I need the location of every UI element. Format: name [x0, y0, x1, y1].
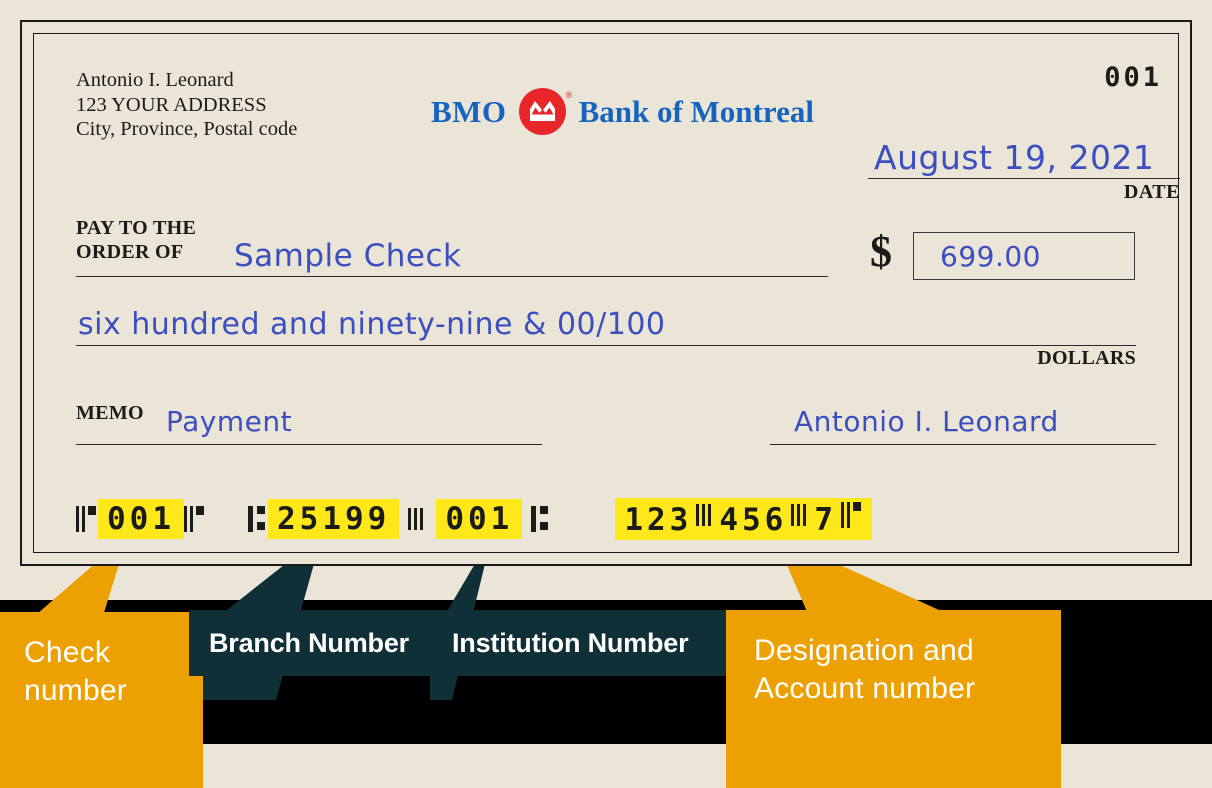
micr-on-us-symbol-icon-3: [841, 500, 863, 530]
callout-check-number-box: Check number: [0, 612, 203, 788]
cheque-inner-border: [33, 33, 1179, 553]
written-amount-rule: [76, 345, 1136, 346]
payee-value[interactable]: Sample Check: [234, 238, 462, 274]
date-label: DATE: [1123, 181, 1180, 203]
bank-logo: BMO ® Bank of Montreal: [431, 88, 814, 135]
memo-value[interactable]: Payment: [166, 405, 293, 438]
payee-field-group: Sample Check: [76, 236, 828, 277]
cheque-infographic: Antonio I. Leonard 123 YOUR ADDRESS City…: [0, 20, 1212, 788]
registered-trademark-icon: ®: [565, 90, 573, 100]
micr-branch-number: 25199: [277, 501, 391, 537]
memo-rule: [76, 444, 542, 445]
currency-symbol: $: [870, 227, 892, 276]
signature-field-group: Antonio I. Leonard: [770, 400, 1156, 445]
callout-check-number-label: Check number: [24, 636, 127, 707]
date-field-group: August 19, 2021 DATE: [868, 140, 1180, 204]
callout-institution-number-label: Institution Number: [452, 627, 689, 658]
micr-separator-bars-icon-3: [791, 500, 810, 530]
check-number-top-right: 001: [1104, 62, 1162, 93]
micr-separator-bars-icon-2: [696, 500, 715, 530]
micr-transit-symbol-icon-2: [531, 504, 551, 534]
bmo-wordmark: BMO: [431, 93, 507, 129]
micr-institution-number: 001: [445, 501, 514, 537]
date-rule: [868, 178, 1180, 179]
callout-institution-number-box: Institution Number: [430, 610, 743, 676]
payee-rule: [76, 276, 828, 277]
written-amount-value[interactable]: six hundred and ninety-nine & 00/100: [78, 307, 666, 342]
micr-account-highlight: 123 456 7: [615, 498, 872, 540]
signature-rule: [770, 444, 1156, 445]
bmo-roundel-icon: ®: [518, 88, 575, 135]
cheque-card: Antonio I. Leonard 123 YOUR ADDRESS City…: [20, 20, 1192, 566]
micr-institution-number-highlight: 001: [436, 499, 523, 539]
micr-branch-number-highlight: 25199: [268, 499, 400, 539]
micr-account-part-a: 456: [719, 502, 788, 538]
callout-designation-account-label: Designation and Account number: [754, 634, 976, 705]
amount-numeric-value: 699.00: [940, 239, 1041, 273]
dollars-label: DOLLARS: [1037, 347, 1136, 369]
micr-separator-bars-icon: [408, 504, 427, 534]
micr-account-part-b: 7: [814, 502, 837, 538]
micr-check-number: 001: [107, 501, 175, 537]
micr-check-number-highlight: 001: [98, 499, 184, 539]
micr-transit-symbol-icon: [248, 504, 268, 534]
bank-name: Bank of Montreal: [578, 93, 814, 129]
date-value[interactable]: August 19, 2021: [874, 138, 1155, 177]
callout-branch-number-label: Branch Number: [209, 627, 409, 658]
micr-on-us-symbol-icon: [76, 504, 98, 534]
written-amount-group: six hundred and ninety-nine & 00/100 DOL…: [76, 305, 1136, 369]
memo-label: MEMO: [76, 402, 144, 424]
signature-value[interactable]: Antonio I. Leonard: [794, 405, 1059, 438]
micr-line: 001 25199 001: [76, 497, 872, 541]
micr-on-us-symbol-icon-2: [184, 504, 206, 534]
callout-designation-account-box: Designation and Account number: [726, 610, 1061, 788]
callout-branch-number-box: Branch Number: [189, 610, 458, 676]
memo-field-group: Payment: [76, 400, 542, 445]
micr-designation-number: 123: [624, 502, 693, 538]
pay-to-order-of-label: PAY TO THE ORDER OF: [76, 217, 197, 263]
amount-box[interactable]: 699.00: [913, 232, 1135, 280]
payer-address-block: Antonio I. Leonard 123 YOUR ADDRESS City…: [76, 69, 298, 140]
